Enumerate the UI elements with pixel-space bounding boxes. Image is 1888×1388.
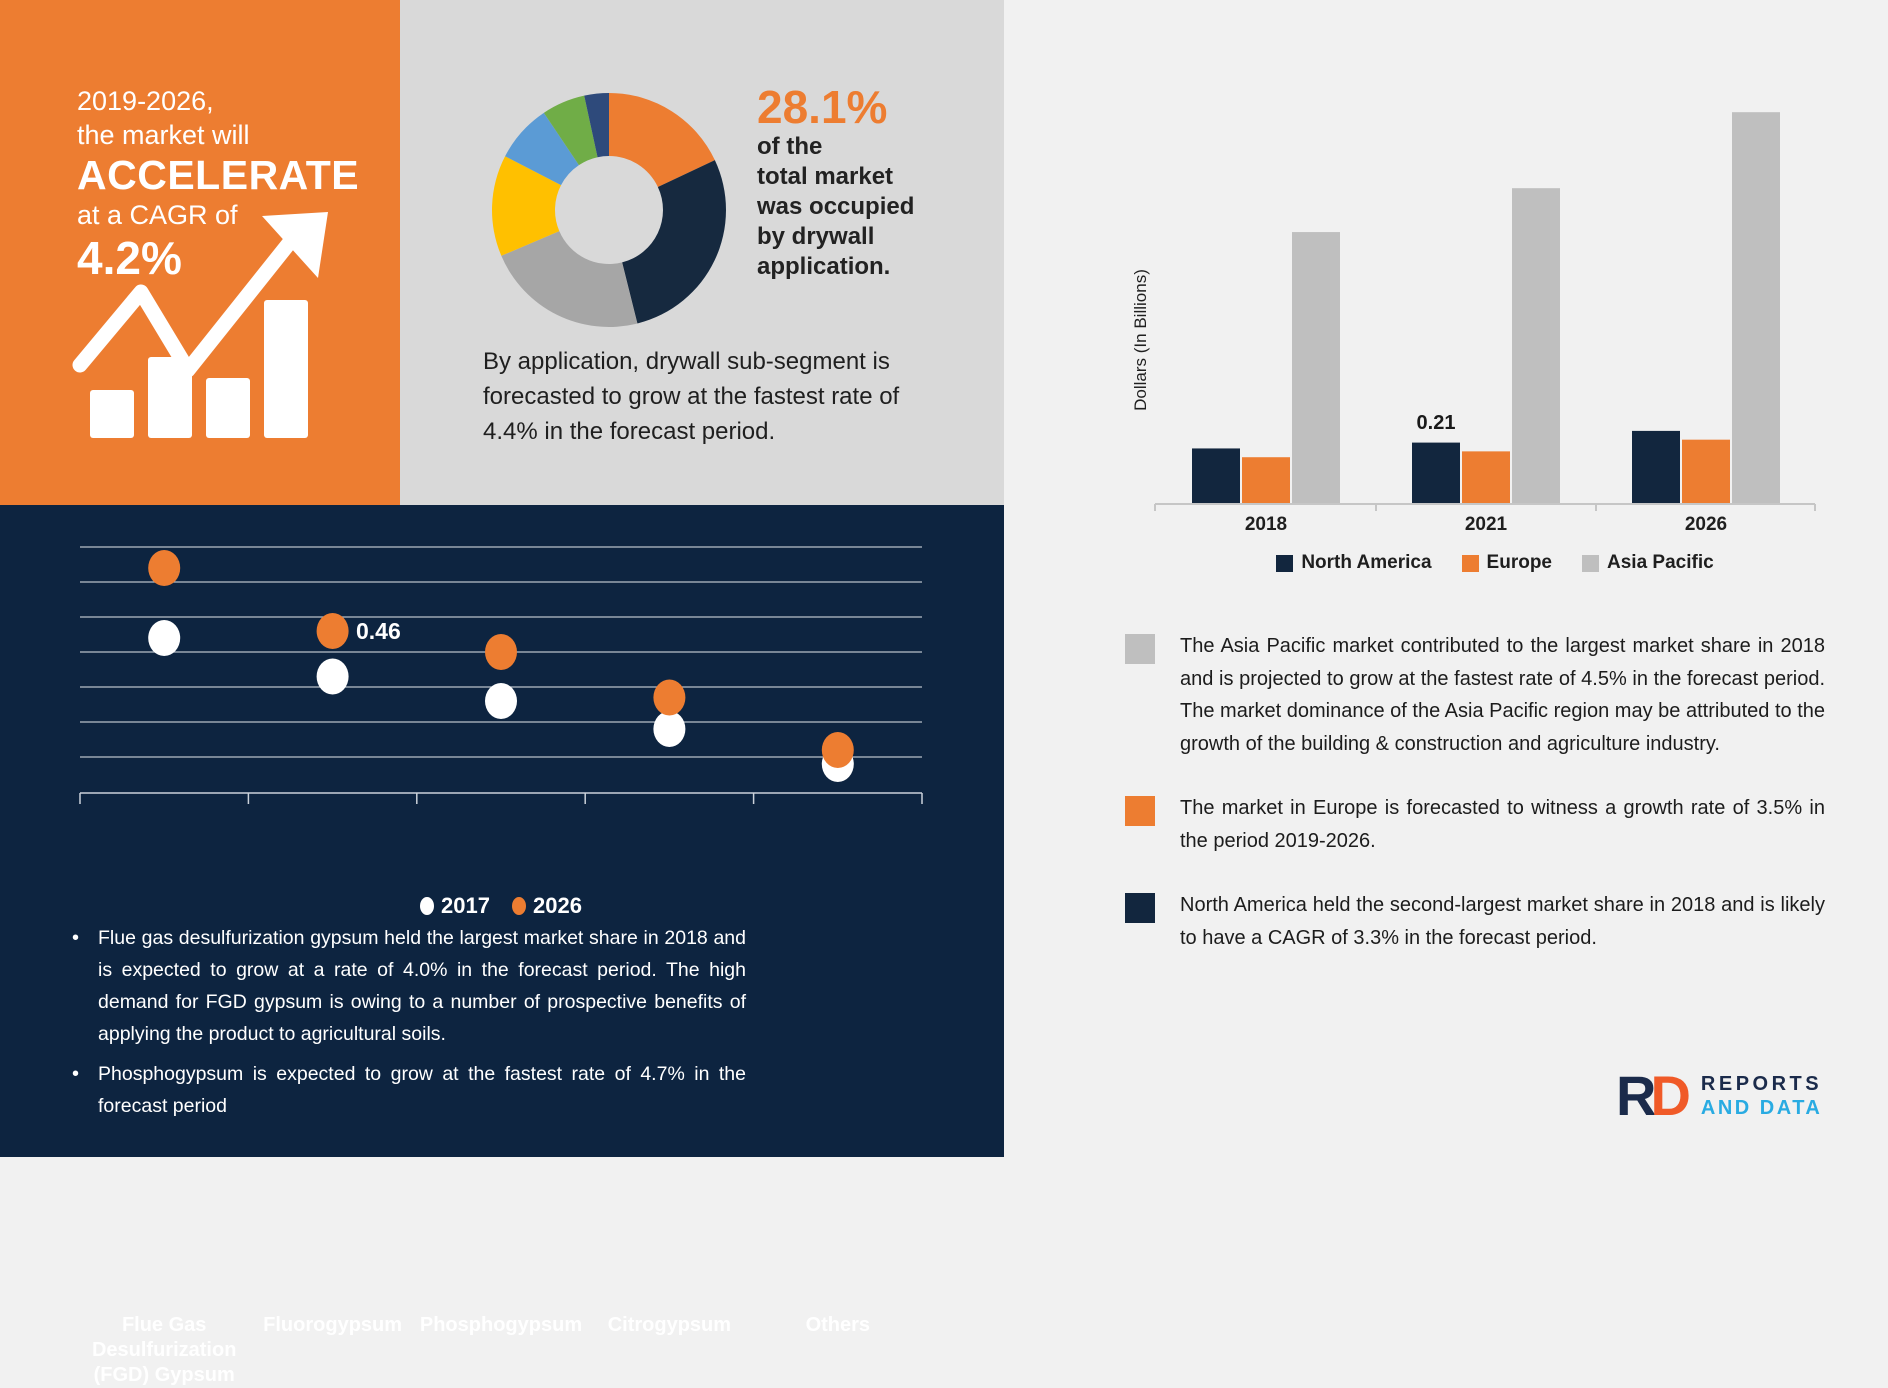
europe-swatch-icon [1125,796,1155,826]
bar-europe-2026 [1682,439,1730,504]
donut-slice-5 [543,95,598,166]
product-bullets: • Flue gas desulfurization gypsum held t… [72,922,772,1130]
product-dot-plot-chart [79,546,923,804]
logo-letter-d: D [1650,1064,1691,1127]
lead-text: the market will [77,120,250,150]
logo-word-reports: REPORTS [1700,1073,1823,1095]
bar-chart-legend: North America Europe Asia Pacific [1185,552,1805,574]
legend-swatch-icon [1582,554,1599,572]
dot-2017-0 [148,620,181,656]
period-text: 2019-2026, [77,86,214,116]
dot-plot-category-label: Phosphogypsum [419,1314,583,1336]
accelerate-panel: 2019-2026, the market will ACCELERATE at… [0,0,400,505]
stat-line: total market [757,163,894,190]
bar-x-tick-label: 2018 [1244,514,1288,535]
product-bullet-phosphogypsum: • Phosphogypsum is expected to grow at t… [72,1058,772,1122]
legend-label: Asia Pacific [1607,552,1714,573]
region-bullet-north-america: North America held the second-largest ma… [1125,889,1847,954]
region-bullet-europe: The market in Europe is forecasted to wi… [1125,792,1847,857]
region-bullet-asia-pacific: The Asia Pacific market contributed to t… [1125,630,1847,760]
dot-2026-0 [148,550,181,586]
product-bullet-text: Flue gas desulfurization gypsum held the… [98,927,746,1045]
region-bullet-text: The market in Europe is forecasted to wi… [1180,797,1825,852]
accelerate-headline: ACCELERATE [77,152,360,198]
asia-pacific-swatch-icon [1125,634,1155,664]
dot-legend-marker-icon [420,897,435,915]
legend-item-asia-pacific: Asia Pacific [1582,552,1714,574]
dot-plot-category-label: Citrogypsum [607,1314,732,1336]
accelerate-text-block: 2019-2026, the market will ACCELERATE at… [77,84,359,284]
dot-plot-category-label: Others [805,1314,871,1336]
products-panel: Flue Gas Desulfurization (FGD) Gypsum Flu… [0,505,1004,1386]
bar-asia-pacific-2026 [1732,112,1780,504]
stat-line: application. [757,253,891,280]
dot-2026-1 [316,613,349,649]
drywall-share-value: 28.1% [757,81,888,133]
dot-legend-label: 2026 [533,893,582,918]
dot-legend-item-2026: 2026 [512,893,582,919]
dot-2017-1 [316,658,349,695]
logo-word-and-data: AND DATA [1700,1097,1823,1119]
logo-letter-r: R [1616,1064,1656,1127]
donut-slice-2 [501,231,638,327]
region-bullets: The Asia Pacific market contributed to t… [1125,630,1847,986]
drywall-stat-block: 28.1% of the total market was occupied b… [757,82,914,282]
regions-panel: Dollars (In Billions) 2018 2021 2026 0.21 … [1004,0,1888,1157]
dot-legend-label: 2017 [441,893,490,918]
dot-plot-category-label: Flue Gas Desulfurization (FGD) Gypsum [91,1314,237,1386]
bar-north-america-2026 [1632,430,1680,504]
dot-legend-item-2017: 2017 [420,893,490,919]
bar-asia-pacific-2021 [1512,188,1560,504]
regional-bar-chart [1154,112,1816,511]
bar-north-america-2021 [1412,442,1460,504]
bar-europe-2021 [1462,451,1510,504]
bar-data-label: 0.21 [1416,412,1456,434]
dot-2017-3 [653,711,686,747]
stat-line: by drywall [757,223,875,250]
cagr-value: 4.2% [77,232,182,284]
donut-slice-0 [609,93,715,188]
reports-and-data-logo: R D REPORTS AND DATA [1616,1064,1822,1127]
region-bullet-text: The Asia Pacific market contributed to t… [1180,635,1825,755]
bar-x-tick-label: 2026 [1684,514,1728,535]
donut-slice-4 [505,112,579,186]
legend-swatch-icon [1461,554,1479,572]
north-america-swatch-icon [1125,893,1155,923]
application-body-text: By application, drywall sub-segment is f… [483,348,900,445]
dot-2026-2 [485,634,517,670]
cagr-label: at a CAGR of [77,200,238,230]
bar-x-tick-label: 2021 [1464,514,1508,535]
product-bullet-fgd: • Flue gas desulfurization gypsum held t… [72,922,772,1050]
dot-data-label: 0.46 [356,618,401,644]
bullet-dot-icon: • [72,927,80,949]
bullet-dot-icon: • [72,1063,80,1085]
logo-wordmark: REPORTS AND DATA [1701,1072,1822,1120]
product-bullet-text: Phosphogypsum is expected to grow at the… [98,1063,746,1117]
legend-item-north-america: North America [1276,552,1432,574]
dot-plot-category-label: Fluorogypsum [263,1314,403,1336]
dot-legend-marker-icon [512,897,526,915]
legend-label: Europe [1486,552,1552,573]
donut-slice-1 [622,160,726,324]
dot-2026-4 [821,732,854,768]
donut-slice-6 [584,93,609,158]
dot-plot-legend: 2017 2026 [301,893,701,919]
legend-item-europe: Europe [1461,552,1552,574]
bar-north-america-2018 [1192,448,1240,504]
bar-europe-2018 [1242,457,1290,504]
legend-label: North America [1301,552,1432,573]
application-donut-chart [491,93,726,327]
dot-2026-3 [653,679,686,716]
growth-arrow-icon [72,212,328,438]
region-bullet-text: North America held the second-largest ma… [1180,894,1825,949]
legend-swatch-icon [1276,554,1294,572]
donut-slice-3 [491,156,562,256]
stat-line: was occupied [757,193,915,220]
stat-line: of the [757,133,823,160]
application-panel: 28.1% of the total market was occupied b… [400,0,1004,505]
bar-asia-pacific-2018 [1292,232,1340,504]
bar-chart-y-axis-label: Dollars (In Billions) [1131,269,1150,411]
dot-2017-2 [485,683,517,719]
